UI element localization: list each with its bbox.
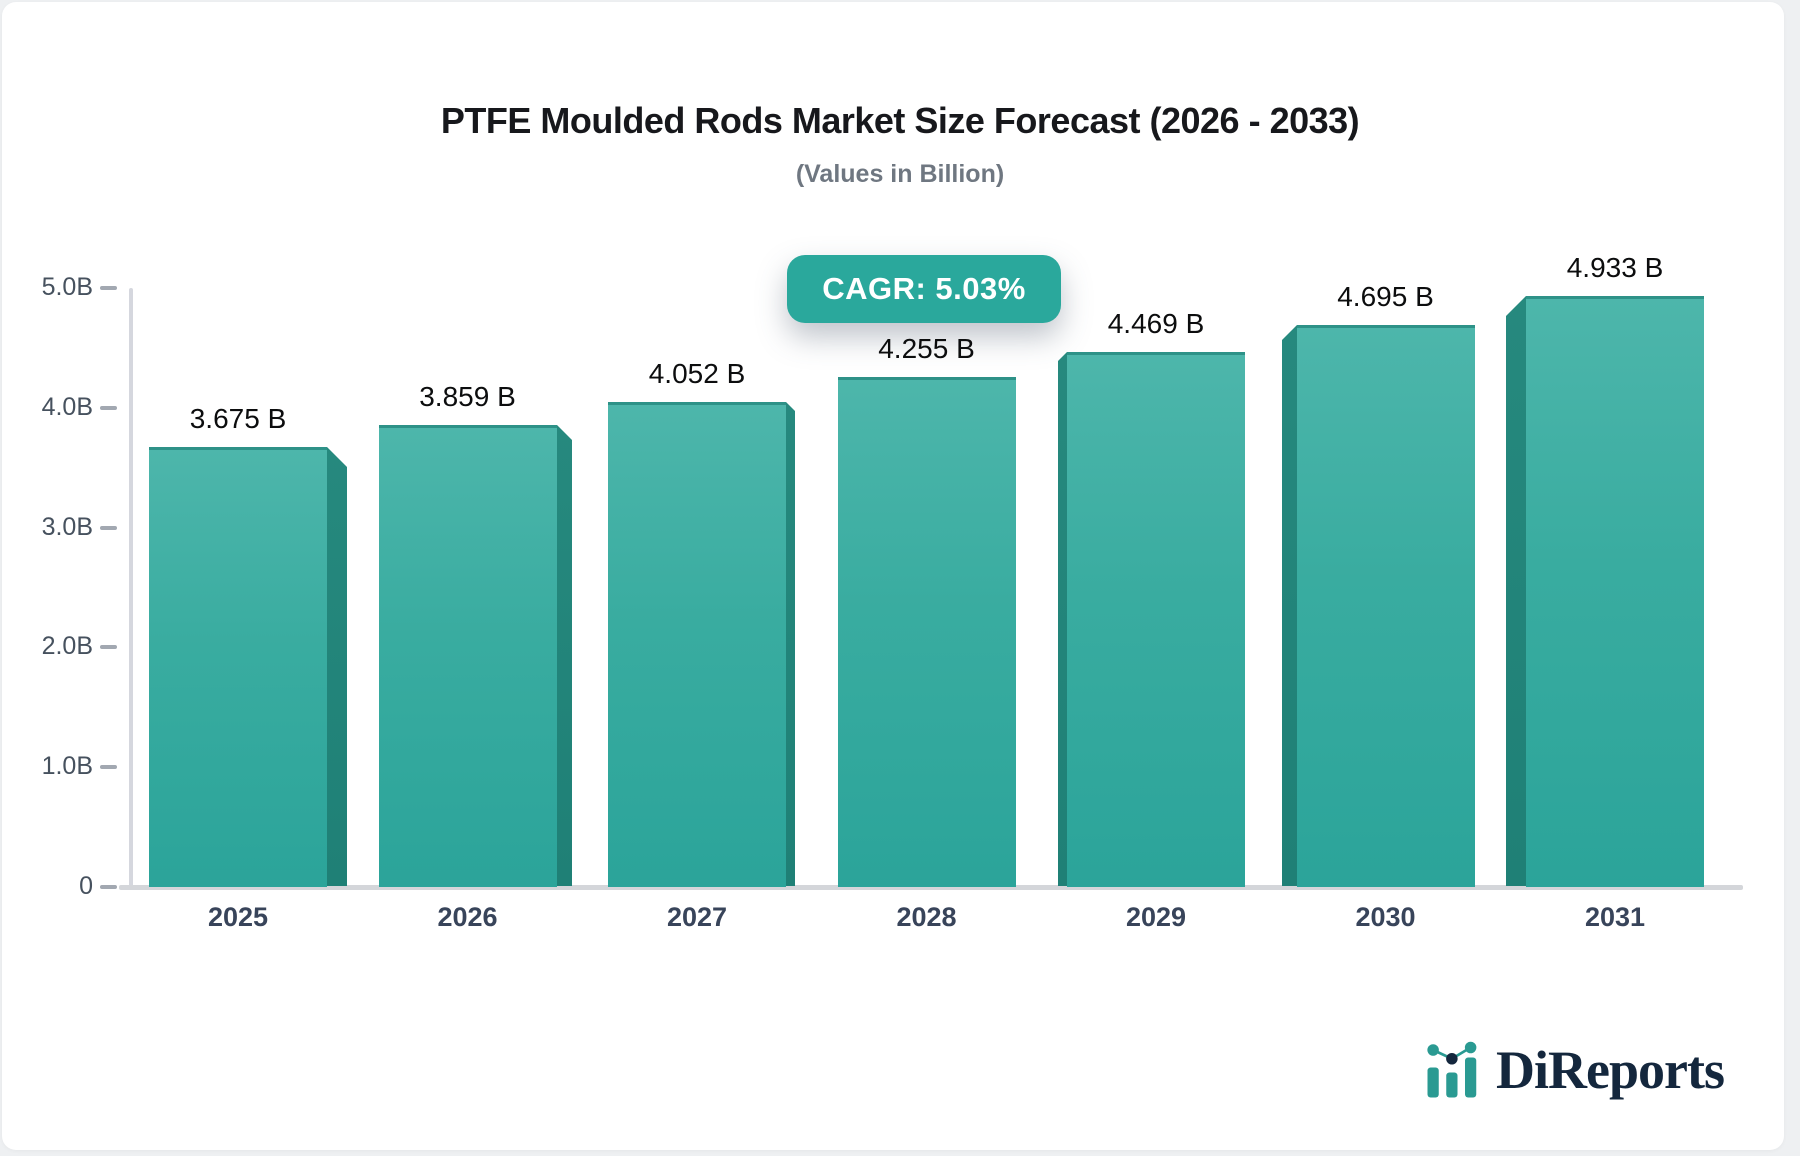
bar-value-label: 4.469 B [1107, 308, 1205, 339]
y-axis-tick-mark [100, 525, 117, 530]
y-axis-tick-mark [100, 765, 117, 770]
x-axis-label: 2028 [896, 902, 957, 932]
chart-title: PTFE Moulded Rods Market Size Forecast (… [440, 100, 1360, 141]
bar-value-label: 4.695 B [1337, 281, 1434, 312]
bar-3d-side-face [557, 425, 572, 886]
y-axis-line [129, 288, 133, 887]
bar-value-label: 3.675 B [189, 403, 287, 434]
bar-3d-side-face [1282, 325, 1297, 886]
x-axis-label: 2026 [437, 902, 498, 932]
bar-3d-side-face [786, 402, 795, 886]
bar-2027[interactable] [608, 402, 795, 887]
bar-value-label: 4.933 B [1566, 252, 1664, 283]
y-axis-tick-label: 5.0B [41, 273, 93, 301]
y-axis-tick-mark [100, 885, 117, 889]
y-axis-tick-mark [100, 405, 117, 410]
cagr-badge: CAGR: 5.03% [787, 255, 1061, 323]
chart-subtitle: (Values in Billion) [795, 160, 1005, 188]
bar-2029[interactable] [1058, 352, 1245, 887]
mini-bar-chart-icon [1427, 1041, 1477, 1098]
bar-3d-side-face [1506, 296, 1526, 886]
y-axis-tick-label: 2.0B [41, 632, 93, 661]
bar-2030[interactable] [1282, 325, 1475, 887]
y-axis-tick-label: 3.0B [41, 512, 93, 541]
bar-value-label: 4.052 B [648, 358, 746, 389]
brand-name: DiReports [1496, 1040, 1725, 1100]
bar-2028[interactable] [838, 377, 1016, 887]
bar-value-label: 4.255 B [878, 333, 975, 364]
cagr-badge-label: CAGR: 5.03% [822, 271, 1026, 306]
bar-value-label: 3.859 B [419, 381, 516, 412]
x-axis-label: 2030 [1355, 902, 1416, 932]
y-axis-tick-label: 1.0B [41, 752, 93, 781]
x-axis-label: 2025 [207, 902, 269, 932]
bar-2026[interactable] [379, 425, 572, 887]
bar-3d-side-face [1058, 352, 1067, 886]
bar-2025[interactable] [149, 447, 347, 887]
y-axis-tick-mark [100, 645, 117, 650]
bar-2031[interactable] [1506, 296, 1704, 887]
brand-logo: DiReports [1420, 1028, 1725, 1112]
x-axis-baseline [119, 885, 1743, 890]
y-axis-tick-label: 0 [79, 872, 93, 900]
x-axis-label: 2031 [1584, 902, 1646, 932]
x-axis-label: 2029 [1125, 902, 1187, 932]
x-axis-label: 2027 [666, 902, 728, 932]
y-axis-tick-label: 4.0B [41, 392, 93, 421]
bar-3d-side-face [327, 447, 347, 886]
y-axis-tick-mark [100, 286, 117, 290]
